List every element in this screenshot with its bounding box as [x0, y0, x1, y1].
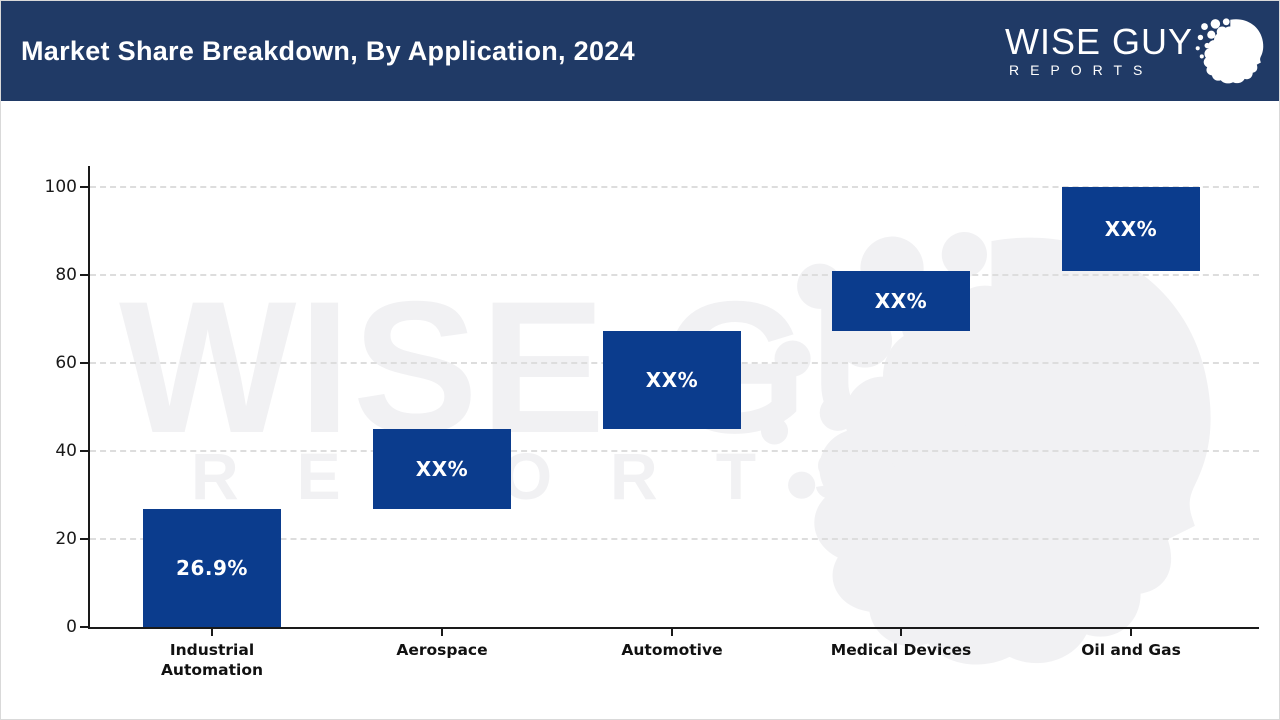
x-axis-category-label: Medical Devices: [830, 641, 972, 659]
y-axis-tick-label: 20: [55, 529, 77, 549]
bar-value-label: XX%: [415, 456, 469, 481]
watermark-reports: REPORTS: [191, 439, 917, 513]
gridline-80: [90, 274, 1259, 276]
x-axis-tick-mark: [671, 629, 673, 636]
wiseguy-wordmark: WISE GUY REPORTS: [1004, 21, 1193, 79]
bar-value-label: XX%: [645, 367, 699, 392]
logo-line2: REPORTS: [1008, 62, 1154, 78]
x-axis-tick-mark: [441, 629, 443, 636]
bar-medical-devices: XX%: [832, 271, 970, 331]
bar-automotive: XX%: [603, 330, 741, 429]
x-axis-line: [88, 627, 1259, 629]
x-axis-category-label: Industrial Automation: [160, 641, 264, 679]
x-axis-category-label: Oil and Gas: [1081, 641, 1181, 659]
y-axis-line: [88, 166, 90, 629]
y-axis-tick-label: 60: [55, 353, 77, 373]
y-axis-tick-mark: [80, 450, 88, 452]
y-axis-tick-label: 100: [44, 177, 77, 197]
x-axis-tick-mark: [900, 629, 902, 636]
bar-value-label: XX%: [1104, 217, 1158, 242]
gridline-100: [90, 186, 1259, 188]
bar-value-label: 26.9%: [176, 555, 248, 580]
wiseguy-head-icon: [1195, 18, 1264, 84]
gridline-40: [90, 450, 1259, 452]
y-axis-tick-mark: [80, 362, 88, 364]
y-axis-tick-mark: [80, 626, 88, 628]
gridline-20: [90, 538, 1259, 540]
y-axis-tick-mark: [80, 186, 88, 188]
y-axis-tick-mark: [80, 274, 88, 276]
y-axis-tick-label: 0: [66, 617, 77, 637]
header-bar: Market Share Breakdown, By Application, …: [1, 1, 1279, 101]
y-axis-tick-label: 80: [55, 265, 77, 285]
page-title: Market Share Breakdown, By Application, …: [21, 35, 635, 66]
x-axis-tick-mark: [1130, 629, 1132, 636]
wiseguy-head-watermark-icon: [760, 232, 1211, 665]
bar-industrial-automation: 26.9%: [143, 508, 281, 627]
x-axis-tick-mark: [211, 629, 213, 636]
bar-oil-and-gas: XX%: [1062, 187, 1200, 272]
y-axis-tick-mark: [80, 538, 88, 540]
x-axis-category-label: Automotive: [621, 641, 723, 659]
wiseguy-logo: WISE GUY REPORTS: [1005, 12, 1267, 90]
bar-aerospace: XX%: [373, 429, 511, 509]
bar-value-label: XX%: [874, 289, 928, 314]
y-axis-tick-label: 40: [55, 441, 77, 461]
logo-line1: WISE GUY: [1004, 21, 1193, 62]
x-axis-category-label: Aerospace: [396, 641, 488, 659]
